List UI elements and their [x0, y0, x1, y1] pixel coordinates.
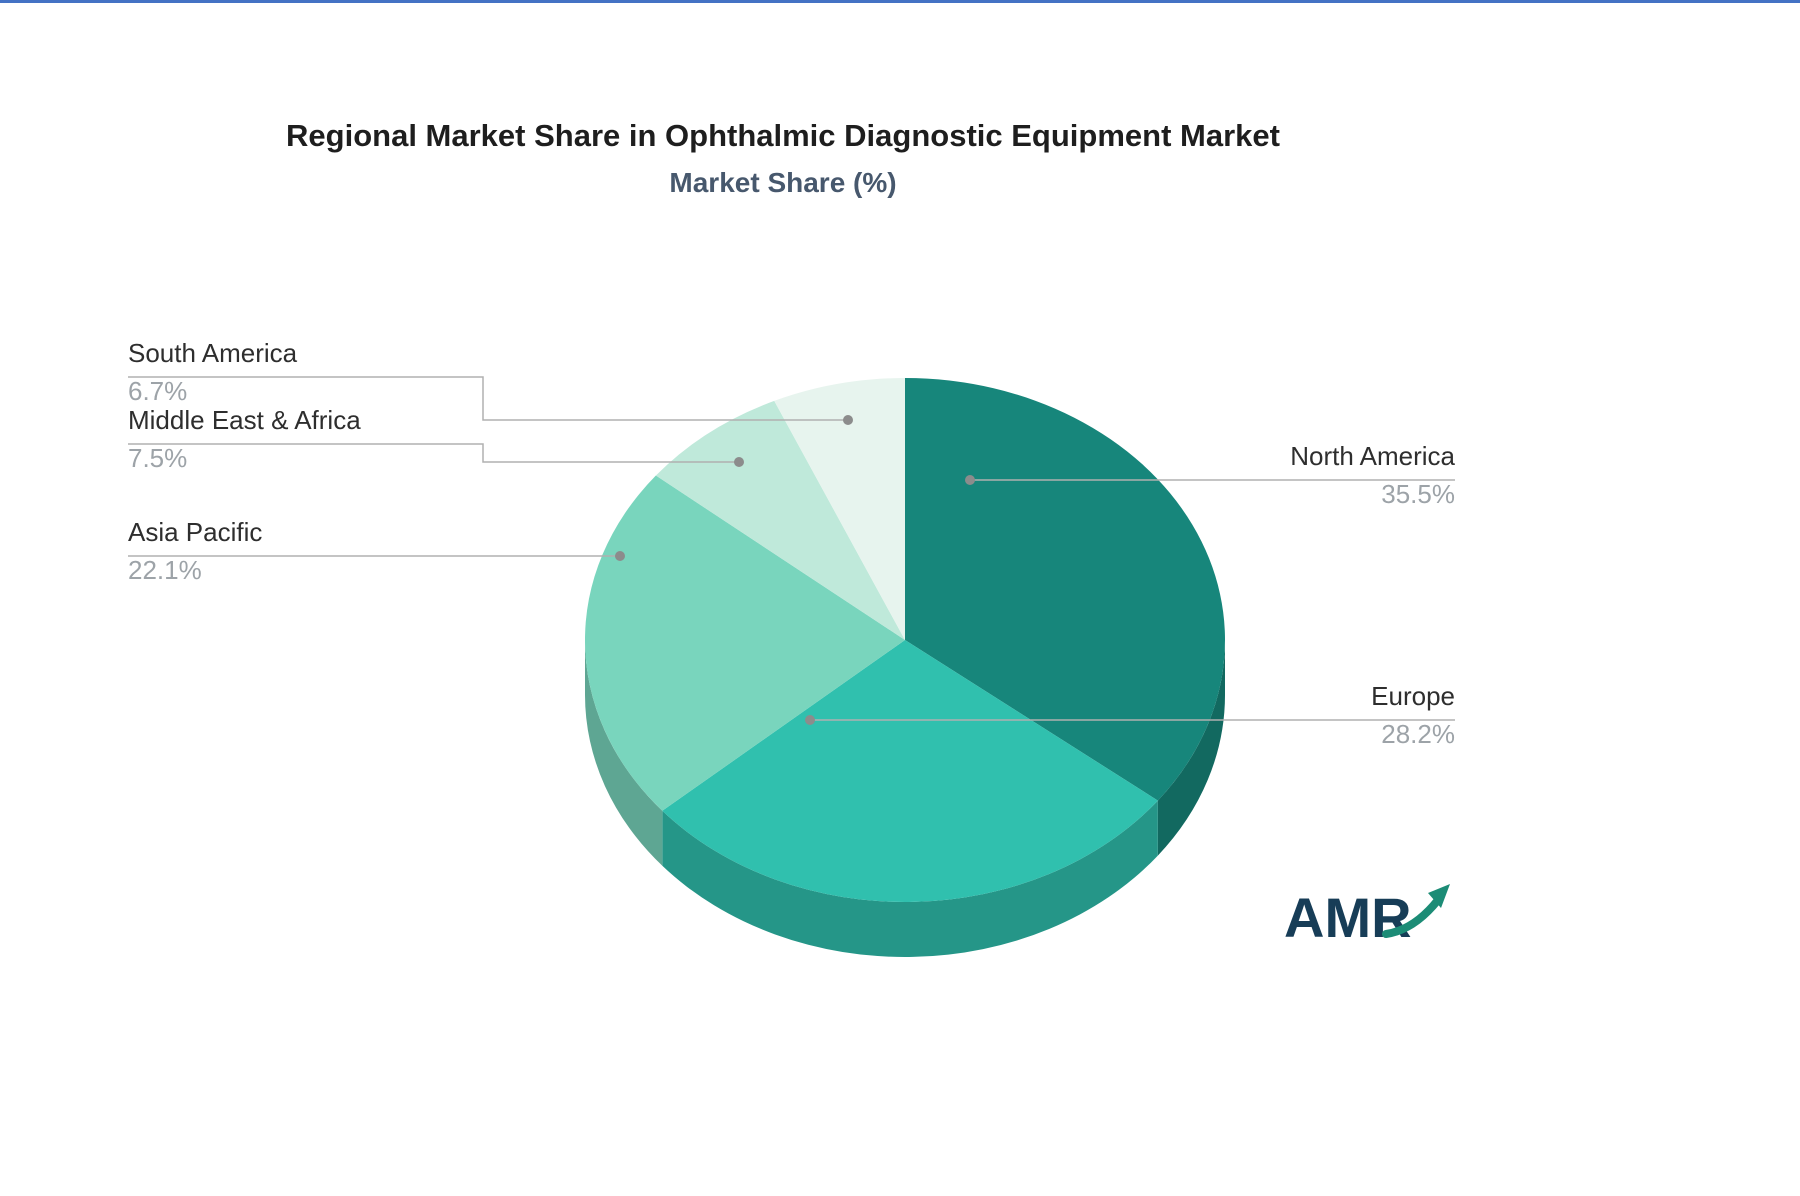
- chart-subtitle: Market Share (%): [669, 167, 897, 198]
- pie-slice-south-america: [774, 378, 905, 640]
- leader-dot-middle-east-africa: [734, 457, 744, 467]
- slice-value-north-america: 35.5%: [1381, 479, 1455, 509]
- slice-value-asia-pacific: 22.1%: [128, 555, 202, 585]
- leader-dot-europe: [805, 715, 815, 725]
- leader-line-middle-east-africa: [128, 443, 739, 463]
- slice-label-south-america: South America: [128, 338, 298, 368]
- slice-label-middle-east-africa: Middle East & Africa: [128, 405, 361, 435]
- pie-slice-asia-pacific: [585, 475, 905, 811]
- chart-title: Regional Market Share in Ophthalmic Diag…: [286, 118, 1280, 153]
- pie-slice-north-america: [905, 378, 1226, 801]
- slice-value-middle-east-africa: 7.5%: [128, 443, 187, 473]
- top-border-line: [0, 0, 1800, 3]
- pie-slice-side-north-america: [1157, 640, 1225, 856]
- amr-logo: AMR: [1284, 884, 1456, 946]
- pie-slice-side-asia-pacific: [585, 640, 663, 866]
- slice-label-europe: Europe: [1371, 681, 1455, 711]
- slice-value-europe: 28.2%: [1381, 719, 1455, 749]
- amr-logo-arrow-icon: [1381, 884, 1450, 938]
- leader-dot-south-america: [843, 415, 853, 425]
- pie-slice-europe: [662, 640, 1158, 903]
- leader-dot-asia-pacific: [615, 551, 625, 561]
- pie-slice-middle-east-africa: [655, 400, 905, 640]
- slice-label-north-america: North America: [1290, 441, 1455, 471]
- slice-label-asia-pacific: Asia Pacific: [128, 517, 262, 547]
- leader-line-south-america: [128, 376, 848, 421]
- slice-value-south-america: 6.7%: [128, 376, 187, 406]
- leader-dot-north-america: [965, 475, 975, 485]
- pie-slice-side-europe: [662, 800, 1158, 958]
